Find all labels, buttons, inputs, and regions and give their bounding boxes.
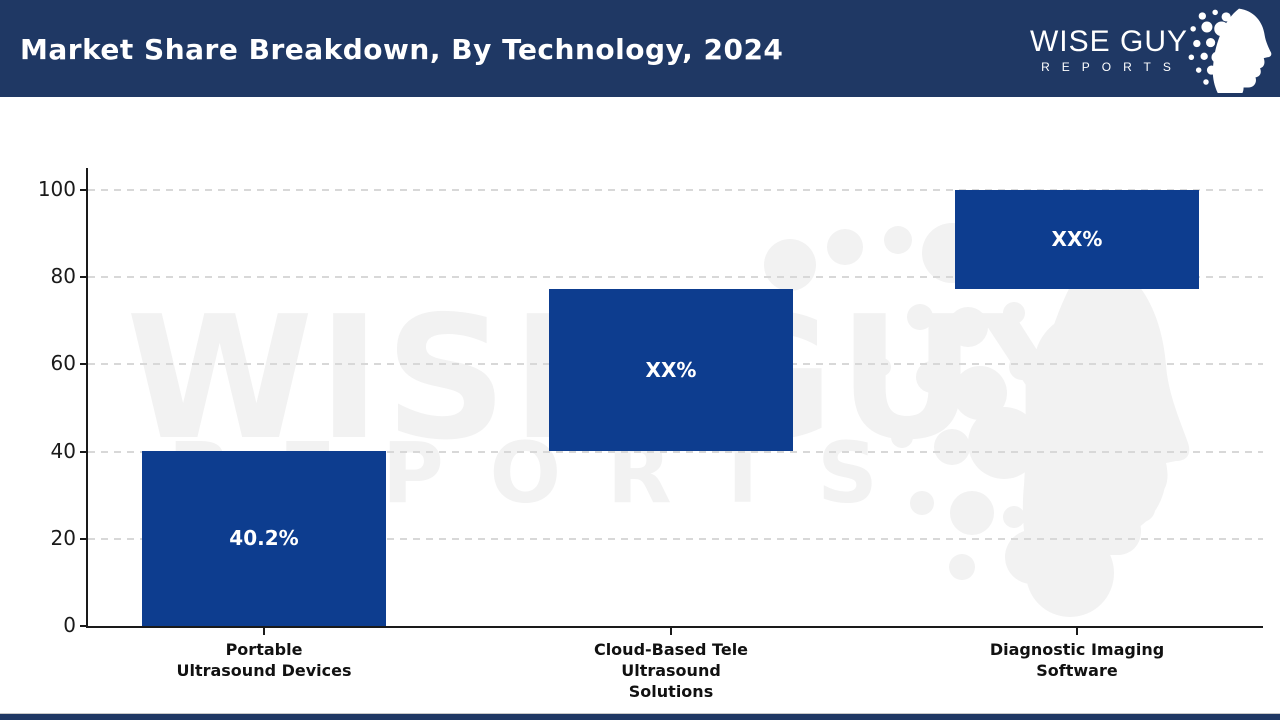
x-tick-mark bbox=[670, 628, 672, 635]
bar-value-label: XX% bbox=[645, 357, 697, 382]
bar-segment: XX% bbox=[955, 190, 1199, 289]
gridline bbox=[88, 276, 1263, 279]
x-tick-mark bbox=[263, 628, 265, 635]
y-axis-line bbox=[86, 168, 88, 628]
gridline bbox=[88, 189, 1263, 191]
brand-name-text: WISE GUY bbox=[1029, 24, 1188, 58]
gridline bbox=[88, 537, 1263, 540]
x-category-label: Cloud-Based Tele Ultrasound Solutions bbox=[593, 640, 749, 701]
y-tick-mark bbox=[80, 450, 88, 453]
bar-value-label: XX% bbox=[1051, 227, 1103, 252]
watermark-face-icon bbox=[764, 221, 1190, 617]
y-tick-label: 40 bbox=[50, 438, 76, 463]
y-tick-label: 100 bbox=[37, 177, 76, 201]
x-category-label: Portable Ultrasound Devices bbox=[176, 640, 352, 680]
y-tick-label: 80 bbox=[50, 264, 76, 289]
gridline bbox=[88, 450, 1263, 453]
y-tick-mark bbox=[80, 189, 88, 191]
bar-value-label: 40.2% bbox=[229, 526, 299, 551]
y-tick-label: 20 bbox=[50, 525, 76, 550]
y-tick-label: 0 bbox=[63, 613, 76, 637]
y-tick-label: 60 bbox=[50, 351, 76, 376]
footer-bar bbox=[0, 713, 1280, 720]
page-title: Market Share Breakdown, By Technology, 2… bbox=[20, 33, 784, 66]
brand-logo: WISE GUY REPORTS bbox=[1030, 4, 1274, 94]
brand-wordmark: WISE GUY REPORTS bbox=[1030, 25, 1188, 74]
brand-subtitle-text: REPORTS bbox=[1041, 59, 1183, 74]
y-tick-mark bbox=[80, 625, 88, 627]
x-tick-mark bbox=[1076, 628, 1078, 635]
x-axis-line bbox=[86, 626, 1263, 628]
y-tick-mark bbox=[80, 363, 88, 366]
bar-segment: 40.2% bbox=[142, 450, 386, 626]
y-tick-mark bbox=[80, 537, 88, 540]
x-category-label: Diagnostic Imaging Software bbox=[989, 640, 1165, 680]
header-bar: Market Share Breakdown, By Technology, 2… bbox=[0, 0, 1280, 97]
face-profile-icon bbox=[1188, 8, 1272, 93]
y-tick-mark bbox=[80, 276, 88, 279]
bar-segment: XX% bbox=[549, 288, 793, 451]
